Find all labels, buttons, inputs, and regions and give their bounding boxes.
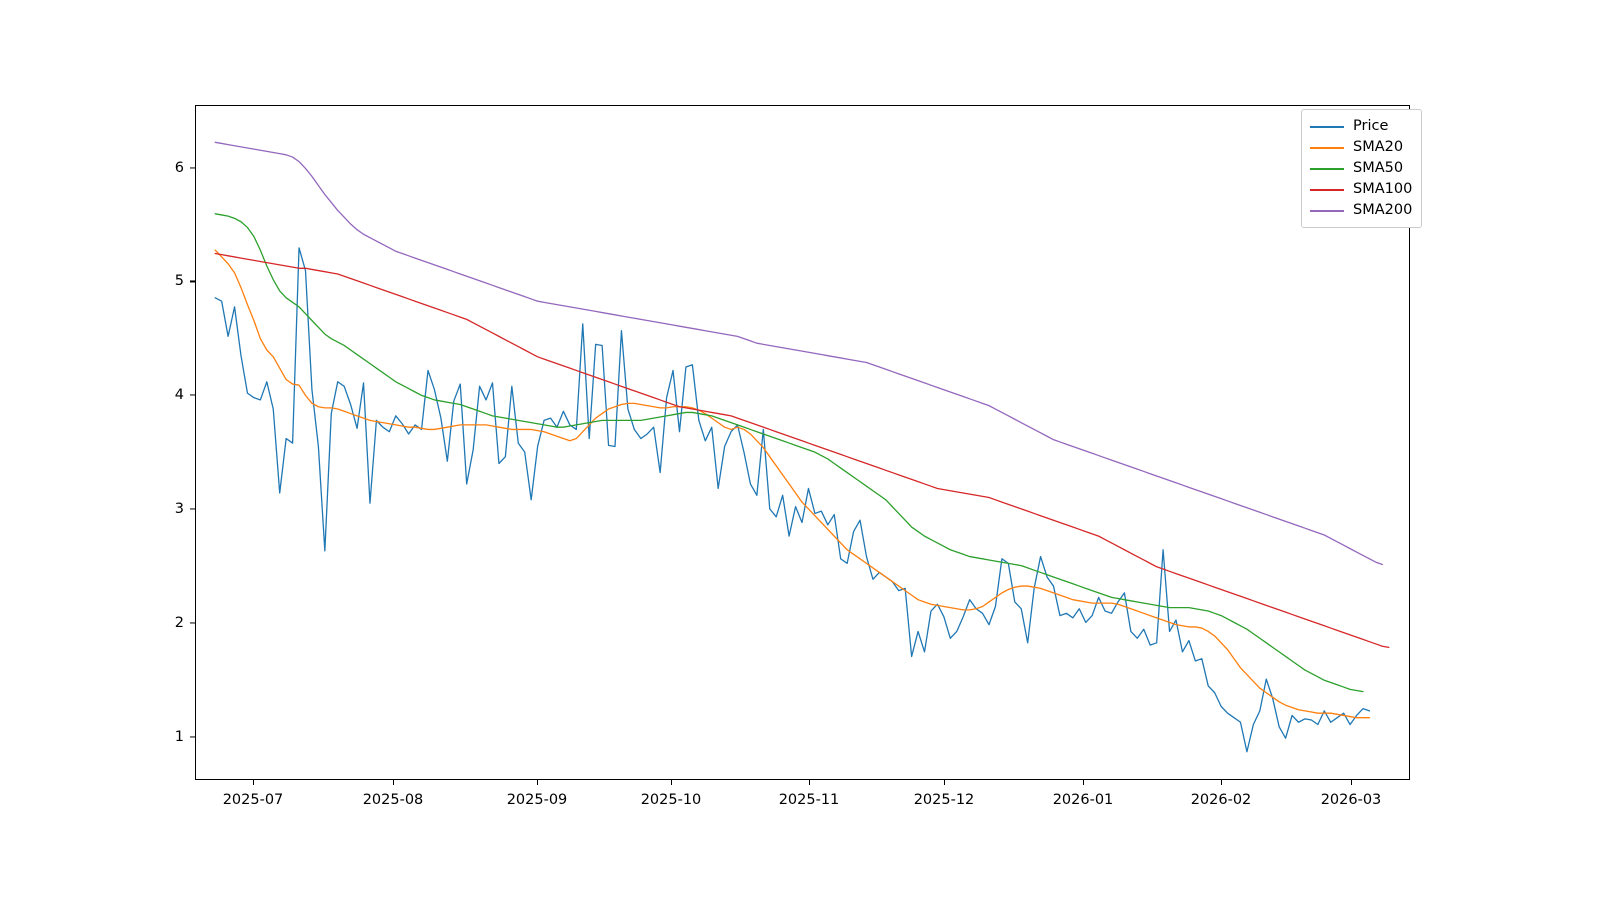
legend-label: SMA100 — [1353, 181, 1413, 198]
y-tick-mark — [190, 736, 195, 738]
x-tick-mark — [253, 780, 255, 785]
x-tick-mark — [1351, 780, 1353, 785]
x-tick-mark — [537, 780, 539, 785]
legend-item-price[interactable]: Price — [1310, 116, 1412, 137]
legend-label: SMA20 — [1353, 139, 1404, 156]
y-tick-mark — [190, 622, 195, 624]
y-tick-label: 6 — [174, 159, 184, 176]
x-tick-label: 2025-08 — [362, 792, 424, 808]
legend-item-sma200[interactable]: SMA200 — [1310, 200, 1412, 221]
x-tick-label: 2026-02 — [1190, 792, 1252, 808]
x-tick-label: 2025-12 — [913, 792, 975, 808]
x-tick-mark — [809, 780, 811, 785]
legend-color-swatch-price — [1310, 125, 1344, 128]
x-tick-label: 2025-10 — [640, 792, 702, 808]
y-tick-label: 5 — [174, 273, 184, 290]
series-line-sma20 — [215, 250, 1369, 718]
x-tick-label: 2025-07 — [222, 792, 284, 808]
x-tick-mark — [944, 780, 946, 785]
series-line-sma200 — [215, 142, 1382, 564]
legend-label: Price — [1353, 118, 1389, 135]
y-tick-label: 1 — [174, 728, 184, 745]
y-tick-mark — [190, 394, 195, 396]
y-tick-label: 4 — [174, 387, 184, 404]
series-line-price — [215, 248, 1369, 752]
x-tick-label: 2026-03 — [1320, 792, 1382, 808]
legend-item-sma20[interactable]: SMA20 — [1310, 137, 1412, 158]
y-tick-mark — [190, 167, 195, 169]
x-tick-label: 2025-11 — [778, 792, 840, 808]
legend-label: SMA50 — [1353, 160, 1404, 177]
chart-plot-area — [196, 106, 1409, 779]
legend-color-swatch-sma50 — [1310, 167, 1344, 170]
chart-legend[interactable]: Price SMA20 SMA50 SMA100 SMA200 — [1301, 109, 1423, 228]
series-line-sma100 — [215, 254, 1389, 648]
x-tick-label: 2026-01 — [1052, 792, 1114, 808]
y-tick-label: 3 — [174, 501, 184, 518]
y-tick-mark — [190, 508, 195, 510]
x-tick-mark — [1221, 780, 1223, 785]
x-tick-mark — [1083, 780, 1085, 785]
x-tick-label: 2025-09 — [506, 792, 568, 808]
legend-item-sma50[interactable]: SMA50 — [1310, 158, 1412, 179]
legend-color-swatch-sma20 — [1310, 146, 1344, 149]
y-tick-label: 2 — [174, 614, 184, 631]
legend-color-swatch-sma200 — [1310, 209, 1344, 212]
y-tick-mark — [190, 280, 195, 282]
x-tick-mark — [671, 780, 673, 785]
chart-axes-frame — [195, 105, 1410, 780]
x-tick-mark — [393, 780, 395, 785]
legend-color-swatch-sma100 — [1310, 188, 1344, 191]
series-line-sma50 — [215, 214, 1363, 692]
legend-label: SMA200 — [1353, 202, 1413, 219]
legend-item-sma100[interactable]: SMA100 — [1310, 179, 1412, 200]
